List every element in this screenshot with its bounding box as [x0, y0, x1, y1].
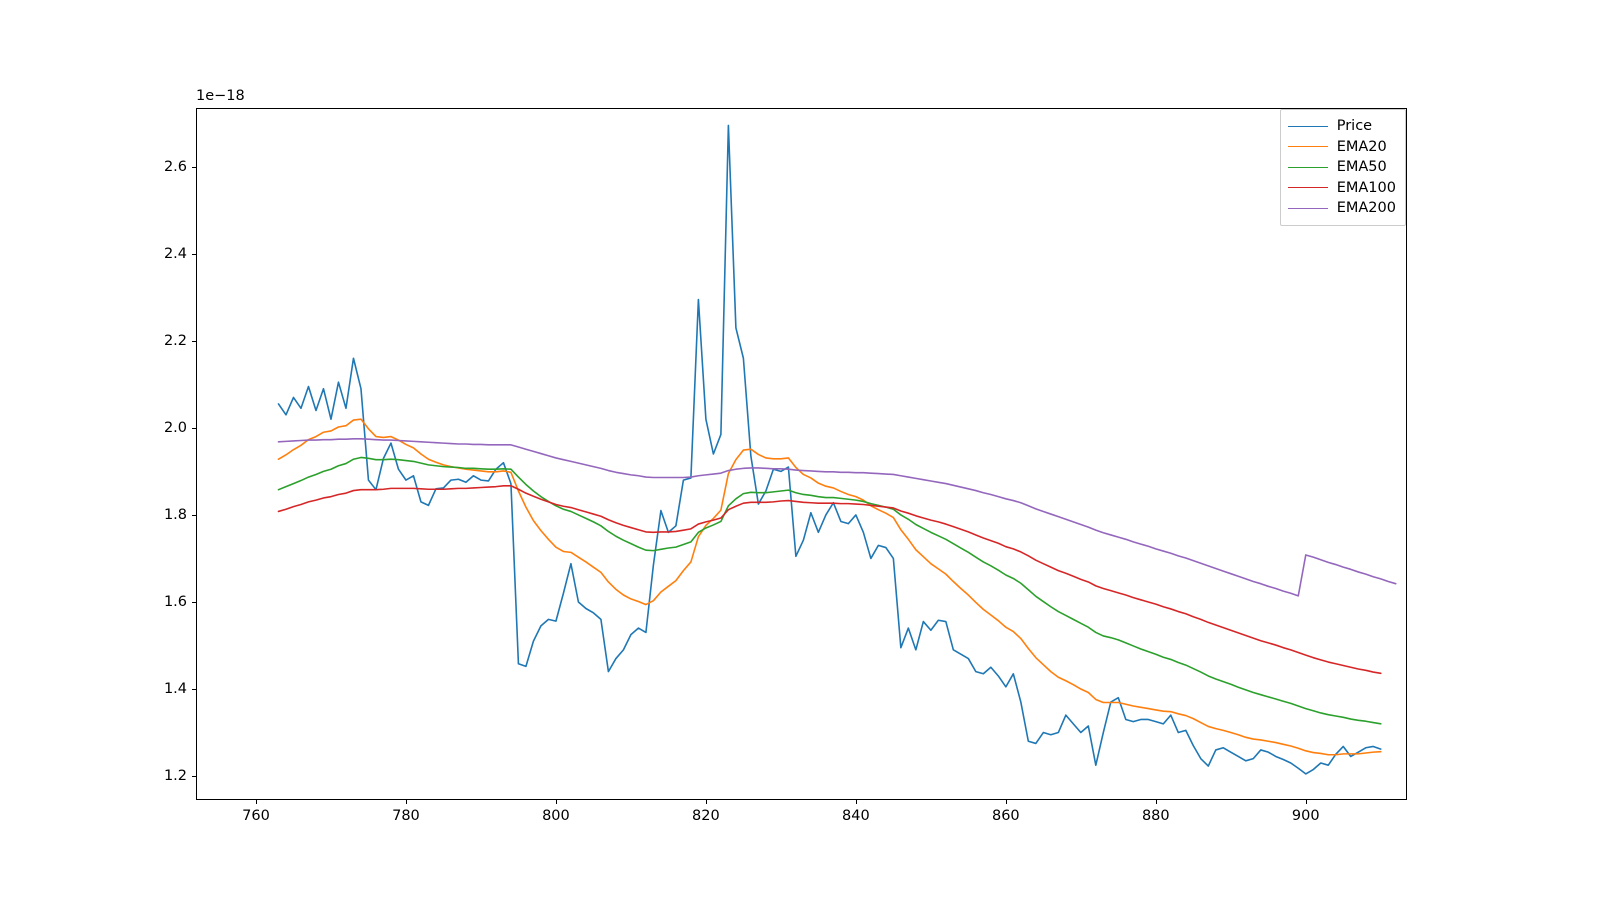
x-tick-label-0: 760 — [242, 808, 270, 824]
series-line-price — [277, 124, 1382, 775]
x-tick-mark-0 — [255, 800, 257, 804]
y-tick-label-3: 1.8 — [163, 506, 187, 523]
legend-item-price[interactable]: Price — [1287, 116, 1396, 137]
series-line-ema200 — [277, 437, 1397, 597]
axis-spine-left — [196, 108, 197, 800]
x-tick-label-3: 820 — [692, 808, 720, 824]
y-tick-label-2: 1.6 — [163, 593, 187, 610]
legend-swatch-ema100-icon — [1287, 187, 1328, 189]
x-tick-label-2: 800 — [542, 808, 570, 824]
y-axis-offset-text: 1e−18 — [196, 88, 245, 104]
plot-axes: 1.2 1.4 1.6 1.8 2.0 2.2 2.4 2.6 760 780 800 820 840… — [164, 108, 1407, 824]
x-tick-label-7: 900 — [1291, 808, 1320, 824]
legend-label: EMA200 — [1336, 200, 1396, 217]
legend-item-ema20[interactable]: EMA20 — [1287, 137, 1396, 158]
y-tick-label-4: 2.0 — [163, 419, 187, 436]
legend-item-ema50[interactable]: EMA50 — [1287, 157, 1396, 178]
x-tick-label-4: 840 — [842, 808, 870, 824]
y-tick-mark-2 — [192, 601, 196, 603]
y-tick-mark-4 — [192, 427, 196, 429]
x-tick-mark-6 — [1155, 800, 1157, 804]
axis-spine-top — [196, 108, 1407, 109]
x-tick-mark-2 — [555, 800, 557, 804]
y-tick-mark-6 — [192, 253, 196, 255]
legend-label: EMA50 — [1336, 159, 1387, 176]
y-tick-mark-0 — [192, 776, 196, 778]
chart-legend: Price EMA20 EMA50 EMA100 EMA200 — [1279, 109, 1406, 226]
legend-swatch-price-icon — [1287, 125, 1328, 127]
series-plot-area — [277, 124, 1397, 775]
y-tick-mark-1 — [192, 689, 196, 691]
legend-swatch-ema20-icon — [1287, 146, 1328, 148]
series-line-ema100 — [277, 484, 1382, 675]
x-tick-mark-4 — [855, 800, 857, 804]
x-tick-label-6: 880 — [1141, 808, 1170, 824]
x-tick-mark-1 — [405, 800, 407, 804]
y-tick-label-0: 1.2 — [163, 768, 187, 785]
x-tick-label-5: 860 — [991, 808, 1020, 824]
legend-swatch-ema200-icon — [1287, 207, 1328, 209]
y-tick-mark-7 — [192, 166, 196, 168]
x-tick-mark-7 — [1305, 800, 1307, 804]
series-line-ema50 — [277, 456, 1382, 725]
x-tick-label-1: 780 — [392, 808, 420, 824]
y-tick-label-6: 2.4 — [163, 245, 187, 262]
legend-label: Price — [1336, 118, 1373, 135]
y-tick-mark-5 — [192, 340, 196, 342]
axis-spine-bottom — [196, 799, 1407, 800]
legend-label: EMA100 — [1336, 179, 1396, 196]
legend-label: EMA20 — [1336, 138, 1387, 155]
legend-swatch-ema50-icon — [1287, 166, 1328, 168]
legend-item-ema200[interactable]: EMA200 — [1287, 198, 1396, 219]
y-tick-label-1: 1.4 — [163, 681, 187, 698]
y-tick-label-7: 2.6 — [163, 158, 187, 175]
x-tick-mark-5 — [1005, 800, 1007, 804]
y-tick-label-5: 2.2 — [163, 332, 187, 349]
legend-item-ema100[interactable]: EMA100 — [1287, 178, 1396, 199]
y-tick-mark-3 — [192, 514, 196, 516]
x-tick-mark-3 — [705, 800, 707, 804]
axis-spine-right — [1406, 108, 1407, 800]
series-line-ema20 — [277, 418, 1382, 756]
